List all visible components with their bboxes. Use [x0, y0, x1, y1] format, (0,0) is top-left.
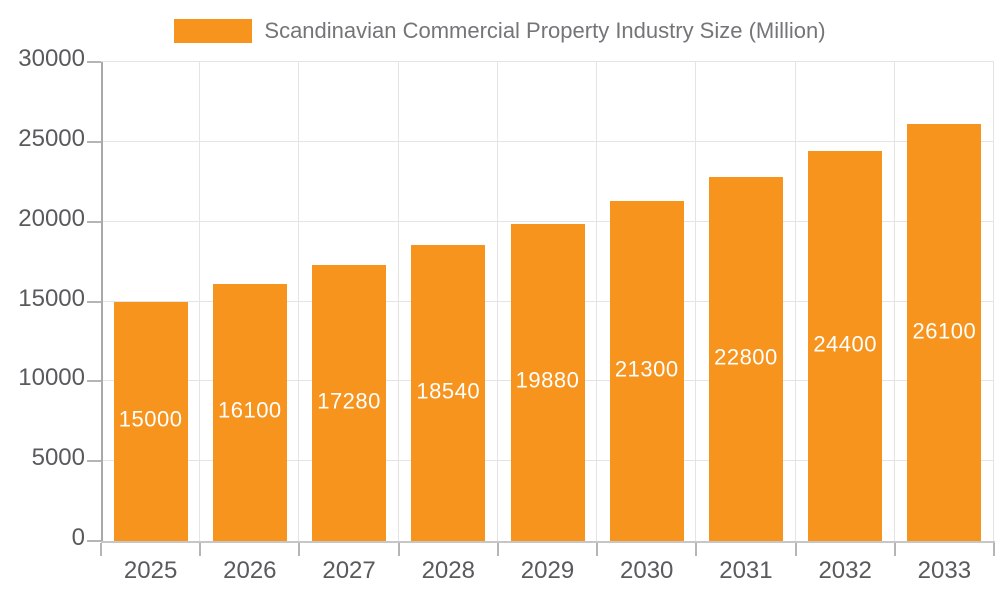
bar-2027: 17280 — [312, 265, 387, 541]
bar-2025: 15000 — [113, 301, 188, 541]
h-gridline — [101, 140, 994, 142]
y-axis-line — [101, 62, 103, 541]
x-tick — [496, 543, 499, 556]
x-tick — [794, 543, 797, 556]
v-gridline — [397, 62, 399, 541]
bar-2029: 19880 — [510, 223, 585, 541]
x-tick — [397, 543, 400, 556]
legend: Scandinavian Commercial Property Industr… — [0, 18, 1000, 43]
x-tick — [695, 543, 698, 556]
bar-value-label: 16100 — [217, 398, 282, 424]
x-tick — [893, 543, 896, 556]
v-gridline — [496, 62, 498, 541]
x-tick-label: 2033 — [917, 557, 972, 584]
bar-2026: 16100 — [212, 283, 287, 541]
bar-value-label: 26100 — [912, 318, 977, 344]
y-tick — [87, 540, 101, 542]
x-tick-label: 2026 — [223, 557, 277, 584]
x-tick — [596, 543, 599, 556]
v-gridline — [199, 62, 201, 541]
x-tick-label: 2025 — [123, 557, 178, 584]
bar-value-label: 18540 — [416, 378, 481, 404]
y-tick-label: 25000 — [18, 124, 85, 152]
x-axis-line — [101, 541, 995, 543]
bar-value-label: 19880 — [515, 367, 580, 393]
bar-value-label: 17280 — [317, 388, 381, 414]
y-tick — [87, 380, 101, 383]
v-gridline — [596, 62, 598, 541]
v-gridline — [893, 62, 895, 541]
y-tick — [87, 140, 101, 143]
x-tick — [100, 543, 102, 556]
bar-2032: 24400 — [808, 151, 883, 541]
bar-2031: 22800 — [708, 176, 783, 541]
y-tick — [87, 220, 101, 223]
bar-value-label: 21300 — [614, 356, 679, 382]
v-gridline — [794, 62, 796, 541]
y-tick — [87, 460, 101, 463]
legend-label: Scandinavian Commercial Property Industr… — [264, 18, 826, 43]
y-tick-label: 15000 — [18, 284, 85, 312]
plot-area: 15000 16100 17280 18540 19880 21300 22800 24400… — [101, 61, 994, 541]
y-tick — [87, 61, 101, 63]
x-tick-label: 2027 — [322, 557, 376, 584]
bar-2033: 26100 — [907, 124, 982, 541]
x-tick-label: 2032 — [818, 557, 872, 584]
x-tick — [199, 543, 202, 556]
y-tick-label: 30000 — [18, 45, 85, 72]
v-gridline — [298, 62, 300, 541]
x-tick-label: 2028 — [421, 557, 475, 584]
y-tick — [87, 300, 101, 303]
x-tick — [993, 543, 995, 556]
h-gridline — [101, 220, 994, 222]
y-tick-label: 0 — [71, 524, 85, 551]
x-tick-label: 2031 — [719, 557, 773, 584]
bar-value-label: 15000 — [118, 406, 183, 432]
bar-value-label: 24400 — [813, 331, 877, 357]
v-gridline — [993, 62, 994, 541]
x-tick-label: 2029 — [520, 557, 575, 584]
y-tick-label: 5000 — [31, 444, 85, 472]
x-tick — [298, 543, 301, 556]
bar-value-label: 22800 — [714, 344, 778, 370]
h-gridline — [101, 61, 994, 62]
x-tick-label: 2030 — [620, 557, 674, 584]
bar-2028: 18540 — [411, 244, 486, 541]
y-tick-label: 20000 — [18, 204, 85, 232]
y-tick-label: 10000 — [18, 364, 85, 392]
bar-2030: 21300 — [609, 200, 684, 541]
legend-swatch — [174, 19, 253, 43]
v-gridline — [695, 62, 697, 541]
